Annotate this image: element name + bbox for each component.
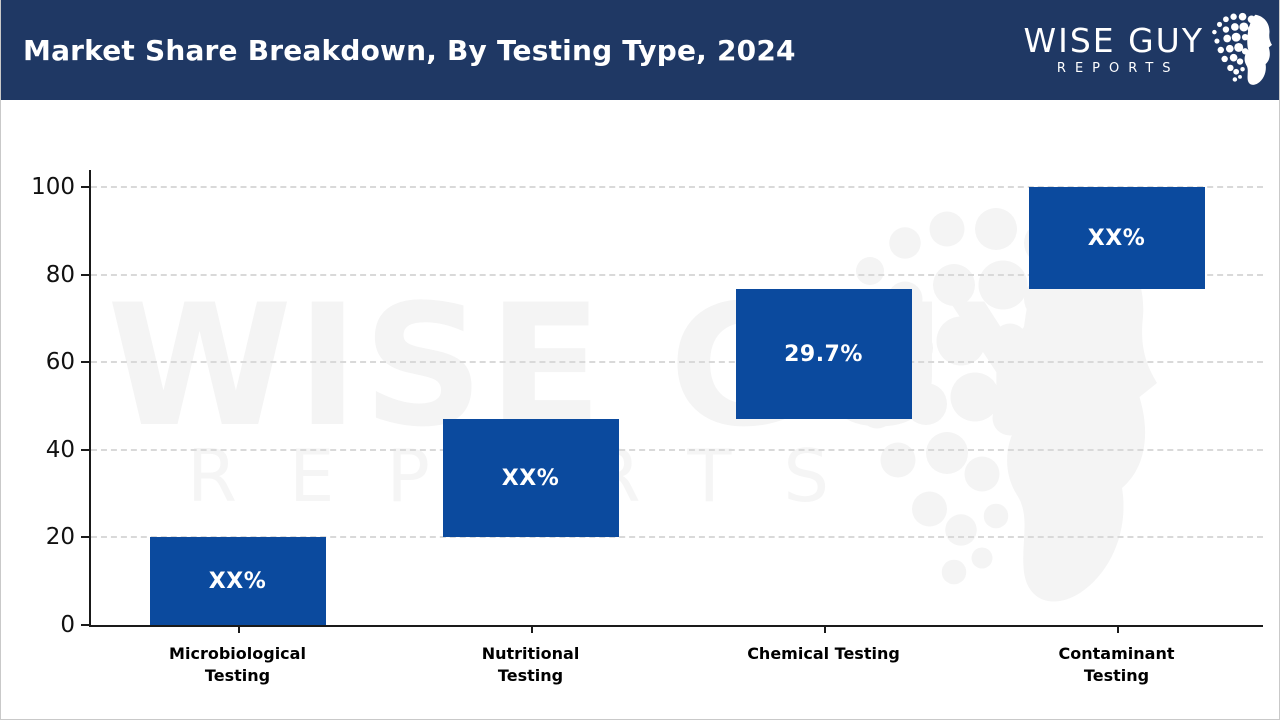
logo-wordmark: WISE GUY REPORTS	[1023, 24, 1204, 76]
logo-wordmark-line2: REPORTS	[1056, 60, 1180, 76]
bar-contaminant-testing: XX%	[1028, 187, 1205, 290]
grid-line-100	[91, 186, 1263, 188]
bar-chemical-testing: 29.7%	[735, 289, 912, 420]
grid-line-60	[91, 361, 1263, 364]
y-tick-label-60: 60	[45, 349, 75, 376]
x-category-label-0: Microbiological Testing	[169, 644, 306, 685]
y-tick-label-80: 80	[45, 261, 75, 288]
y-axis-tick-0	[81, 624, 89, 626]
x-axis-tick-3	[1116, 625, 1119, 633]
bar-value-label: XX%	[1087, 225, 1146, 251]
grid-line-20	[91, 536, 1263, 539]
y-tick-label-0: 0	[60, 612, 75, 638]
x-category-label-3: Contaminant Testing	[1058, 644, 1175, 685]
bar-microbiological-testing: XX%	[149, 537, 326, 625]
x-category-label-1: Nutritional Testing	[481, 644, 580, 685]
header-bar: Market Share Breakdown, By Testing Type,…	[1, 0, 1279, 100]
y-tick-label-40: 40	[45, 436, 75, 463]
y-tick-label-100: 100	[31, 174, 75, 200]
y-axis-tick-80	[81, 273, 89, 276]
chart-area: WISE GUY REPORTS 020406080100XX%XX%29.7%…	[1, 100, 1279, 719]
y-axis-tick-100	[81, 186, 89, 188]
y-axis-tick-40	[81, 448, 89, 451]
x-axis-tick-0	[237, 625, 240, 633]
grid-line-80	[91, 273, 1263, 276]
x-category-label-2: Chemical Testing	[747, 644, 900, 663]
y-tick-label-20: 20	[45, 524, 75, 551]
bar-value-label: 29.7%	[784, 341, 863, 367]
x-axis-tick-1	[530, 625, 533, 633]
logo-dotted-head-icon	[1212, 12, 1272, 85]
logo-wordmark-line1: WISE GUY	[1023, 21, 1204, 61]
bar-value-label: XX%	[501, 465, 560, 491]
chart-title: Market Share Breakdown, By Testing Type,…	[23, 33, 796, 67]
y-axis-tick-60	[81, 361, 89, 364]
bar-nutritional-testing: XX%	[442, 419, 619, 538]
plot-region: 0 20 40 60 80 100 XX% XX% 29.7% XX% Microbiologica…	[31, 170, 1263, 685]
x-axis-tick-2	[823, 625, 826, 633]
wiseguy-logo: WISE GUY REPORTS	[1023, 12, 1272, 88]
bar-value-label: XX%	[208, 568, 267, 594]
grid-line-40	[91, 448, 1263, 451]
y-axis-tick-20	[81, 536, 89, 539]
